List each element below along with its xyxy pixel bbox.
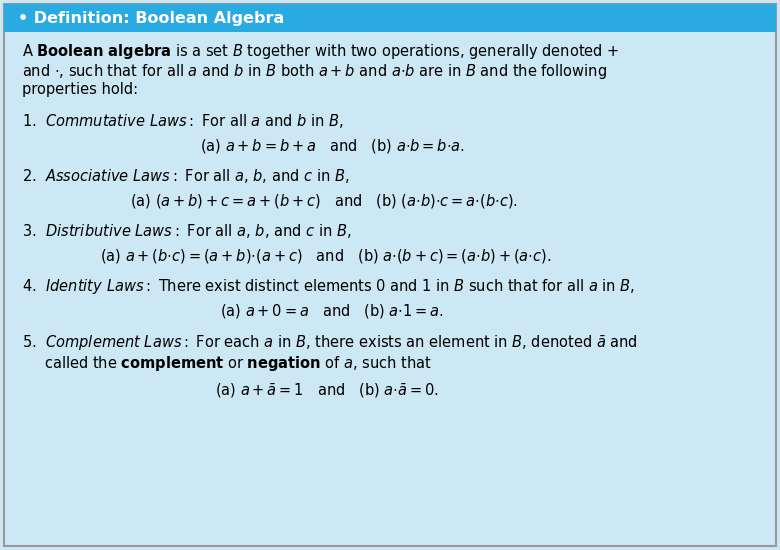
Text: 3.  $\mathit{Distributive\ Laws{:}}$ For all $a$, $b$, and $c$ in $B,$: 3. $\mathit{Distributive\ Laws{:}}$ For … (22, 222, 352, 240)
Text: properties hold:: properties hold: (22, 82, 138, 97)
Text: (a) $a + 0 = a$   and   (b) $a{\cdot}1 = a.$: (a) $a + 0 = a$ and (b) $a{\cdot}1 = a.$ (220, 302, 444, 320)
Text: (a) $a + \bar{a} = 1$   and   (b) $a{\cdot}\bar{a} = 0.$: (a) $a + \bar{a} = 1$ and (b) $a{\cdot}\… (215, 382, 439, 400)
Text: (a) $(a + b) + c = a + (b + c)$   and   (b) $(a{\cdot}b){\cdot}c = a{\cdot}(b{\c: (a) $(a + b) + c = a + (b + c)$ and (b) … (130, 192, 518, 210)
Text: called the $\mathbf{complement}$ or $\mathbf{negation}$ of $a$, such that: called the $\mathbf{complement}$ or $\ma… (44, 354, 432, 373)
Text: 2.  $\mathit{Associative\ Laws{:}}$ For all $a$, $b$, and $c$ in $B,$: 2. $\mathit{Associative\ Laws{:}}$ For a… (22, 167, 349, 185)
Text: and $\cdot$, such that for all $a$ and $b$ in $B$ both $a+b$ and $a{\cdot}b$ are: and $\cdot$, such that for all $a$ and $… (22, 62, 607, 81)
Text: 1.  $\mathit{Commutative\ Laws{:}}$ For all $a$ and $b$ in $B,$: 1. $\mathit{Commutative\ Laws{:}}$ For a… (22, 112, 344, 130)
Text: A $\mathbf{Boolean\ algebra}$ is a set $B$ together with two operations, general: A $\mathbf{Boolean\ algebra}$ is a set $… (22, 42, 619, 61)
Text: 4.  $\mathit{Identity\ Laws{:}}$ There exist distinct elements 0 and 1 in $B$ su: 4. $\mathit{Identity\ Laws{:}}$ There ex… (22, 277, 635, 296)
Text: • Definition: Boolean Algebra: • Definition: Boolean Algebra (18, 10, 284, 25)
Text: 5.  $\mathit{Complement\ Laws{:}}$ For each $a$ in $B$, there exists an element : 5. $\mathit{Complement\ Laws{:}}$ For ea… (22, 334, 638, 353)
FancyBboxPatch shape (4, 4, 776, 32)
Text: (a) $a + (b{\cdot}c) = (a + b){\cdot}(a + c)$   and   (b) $a{\cdot}(b + c) = (a{: (a) $a + (b{\cdot}c) = (a + b){\cdot}(a … (100, 247, 551, 265)
Text: (a) $a + b = b + a$   and   (b) $a{\cdot}b = b{\cdot}a.$: (a) $a + b = b + a$ and (b) $a{\cdot}b =… (200, 137, 465, 155)
FancyBboxPatch shape (4, 4, 776, 546)
